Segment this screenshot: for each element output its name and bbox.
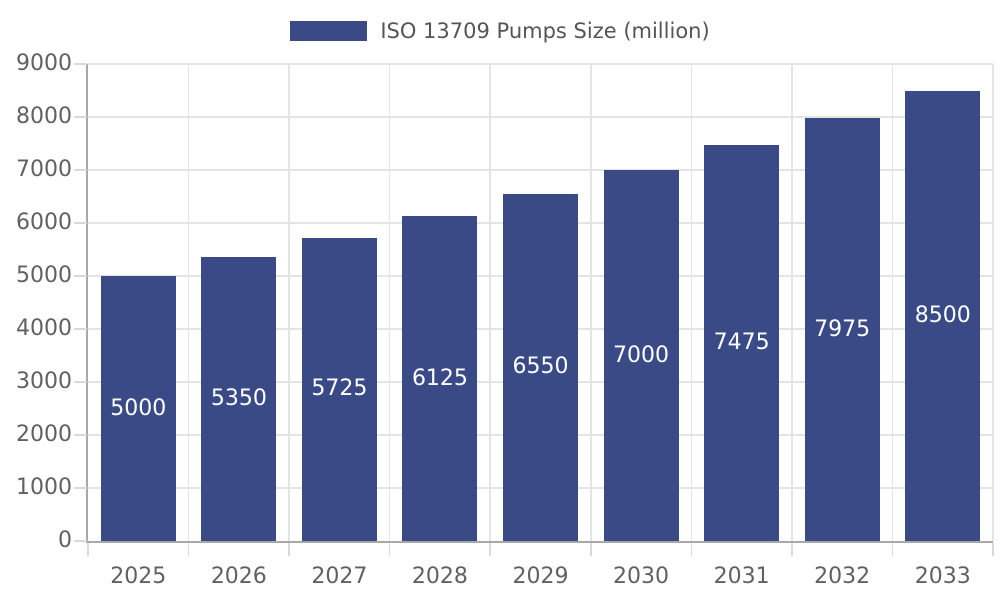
gridline-vertical xyxy=(891,64,894,541)
y-tick-label-3000: 3000 xyxy=(16,369,72,394)
bar-2032[interactable]: 7975 xyxy=(804,118,880,541)
legend-label: ISO 13709 Pumps Size (million) xyxy=(380,19,710,43)
y-axis-tick xyxy=(74,328,87,330)
y-tick-label-0: 0 xyxy=(58,528,72,553)
gridline-horizontal xyxy=(88,169,993,171)
y-axis-tick xyxy=(74,381,87,383)
bar-value-label: 6125 xyxy=(411,365,468,391)
bar-2028[interactable]: 6125 xyxy=(402,216,478,541)
y-tick-label-6000: 6000 xyxy=(16,210,72,235)
y-tick-label-2000: 2000 xyxy=(16,422,72,447)
bar-2026[interactable]: 5350 xyxy=(201,257,277,541)
y-axis-line xyxy=(86,64,88,543)
gridline-vertical xyxy=(388,64,391,541)
gridline-horizontal xyxy=(88,116,993,118)
bar-2033[interactable]: 8500 xyxy=(905,90,981,541)
bar-value-label: 6550 xyxy=(512,354,569,380)
gridline-vertical xyxy=(992,64,994,541)
y-tick-label-8000: 8000 xyxy=(16,104,72,129)
x-tick-label-2030: 2030 xyxy=(613,564,670,589)
gridline-vertical xyxy=(288,64,290,541)
bar-value-label: 5725 xyxy=(311,376,368,402)
x-axis-tick xyxy=(891,543,894,556)
x-tick-label-2029: 2029 xyxy=(512,564,569,589)
x-tick-label-2026: 2026 xyxy=(210,564,267,589)
bar-value-label: 7475 xyxy=(713,329,770,355)
x-axis-tick xyxy=(791,543,793,556)
bar-value-label: 7975 xyxy=(814,316,871,342)
gridline-vertical xyxy=(590,64,592,541)
x-tick-label-2031: 2031 xyxy=(713,564,770,589)
y-axis-tick xyxy=(74,169,87,171)
gridline-vertical xyxy=(489,64,491,541)
y-tick-label-9000: 9000 xyxy=(16,51,72,76)
bar-value-label: 8500 xyxy=(914,302,971,328)
x-tick-label-2033: 2033 xyxy=(914,564,971,589)
bar-2025[interactable]: 5000 xyxy=(100,276,176,541)
y-tick-label-4000: 4000 xyxy=(16,316,72,341)
bar-2030[interactable]: 7000 xyxy=(603,170,679,541)
x-axis-tick xyxy=(489,543,491,556)
x-tick-label-2028: 2028 xyxy=(411,564,468,589)
y-axis-tick xyxy=(74,540,87,542)
y-tick-label-7000: 7000 xyxy=(16,157,72,182)
bar-2027[interactable]: 5725 xyxy=(301,237,377,541)
y-axis-tick xyxy=(74,275,87,277)
x-axis-tick xyxy=(992,543,994,556)
bar-value-label: 5350 xyxy=(210,386,267,412)
gridline-vertical xyxy=(690,64,693,541)
x-axis-tick xyxy=(388,543,391,556)
x-axis-line xyxy=(88,541,993,543)
y-axis-tick xyxy=(74,222,87,224)
legend-swatch xyxy=(290,21,368,41)
chart-legend[interactable]: ISO 13709 Pumps Size (million) xyxy=(0,18,1000,44)
x-tick-label-2027: 2027 xyxy=(311,564,368,589)
gridline-horizontal xyxy=(88,63,993,65)
bar-value-label: 5000 xyxy=(110,395,167,421)
x-tick-label-2025: 2025 xyxy=(110,564,167,589)
gridline-vertical xyxy=(791,64,793,541)
bar-2031[interactable]: 7475 xyxy=(704,144,780,541)
bar-value-label: 7000 xyxy=(613,342,670,368)
x-axis-tick xyxy=(187,543,190,556)
y-tick-label-5000: 5000 xyxy=(16,263,72,288)
y-axis-tick xyxy=(74,487,87,489)
y-axis-tick xyxy=(74,63,87,65)
y-axis-tick xyxy=(74,434,87,436)
gridline-vertical xyxy=(187,64,190,541)
x-axis-tick xyxy=(288,543,290,556)
bar-2029[interactable]: 6550 xyxy=(503,193,578,541)
x-tick-label-2032: 2032 xyxy=(814,564,871,589)
x-axis-tick xyxy=(87,543,89,556)
x-axis-tick xyxy=(690,543,693,556)
x-axis-tick xyxy=(590,543,592,556)
y-tick-label-1000: 1000 xyxy=(16,475,72,500)
y-axis-tick xyxy=(74,116,87,118)
